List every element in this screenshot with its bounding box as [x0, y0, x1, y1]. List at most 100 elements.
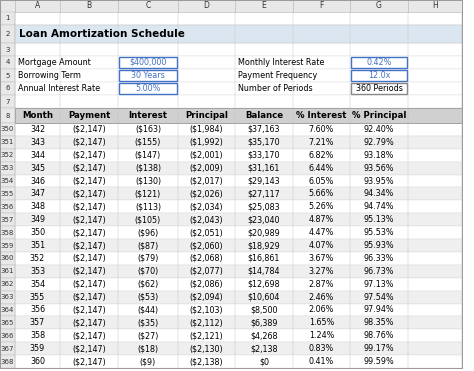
Text: $400,000: $400,000: [129, 58, 167, 67]
Text: 357: 357: [30, 318, 45, 327]
Bar: [178, 0, 235, 12]
Text: % Interest: % Interest: [296, 111, 347, 120]
Text: ($1,992): ($1,992): [190, 138, 223, 147]
Text: ($2,147): ($2,147): [72, 331, 106, 340]
Bar: [351, 83, 407, 94]
Bar: [15, 12, 462, 25]
Text: 0.83%: 0.83%: [309, 344, 334, 353]
Text: 0.42%: 0.42%: [366, 58, 392, 67]
Text: 98.35%: 98.35%: [364, 318, 394, 327]
Text: 8: 8: [5, 112, 10, 118]
Text: 362: 362: [1, 281, 14, 287]
Bar: [0, 252, 15, 265]
Text: 361: 361: [1, 268, 14, 274]
Bar: [0, 329, 15, 342]
Text: ($2,147): ($2,147): [72, 305, 106, 315]
Text: 96.73%: 96.73%: [364, 267, 394, 276]
Text: ($2,112): ($2,112): [190, 318, 223, 327]
Bar: [0, 69, 15, 82]
Text: ($2,147): ($2,147): [72, 164, 106, 173]
Text: ($2,147): ($2,147): [72, 215, 106, 224]
Bar: [119, 83, 177, 94]
Text: B: B: [86, 1, 91, 10]
Text: 4.07%: 4.07%: [309, 241, 334, 250]
Text: 347: 347: [30, 190, 45, 198]
Text: Principal: Principal: [185, 111, 228, 120]
Text: $37,163: $37,163: [248, 125, 280, 134]
Text: 93.95%: 93.95%: [364, 177, 394, 186]
Text: ($2,026): ($2,026): [190, 190, 223, 198]
Bar: [0, 239, 15, 252]
Text: 2.06%: 2.06%: [309, 305, 334, 315]
Text: ($2,147): ($2,147): [72, 357, 106, 366]
Text: $33,170: $33,170: [248, 151, 280, 160]
Text: 363: 363: [1, 294, 14, 300]
Bar: [15, 149, 462, 162]
Text: $35,170: $35,170: [248, 138, 280, 147]
Text: $8,500: $8,500: [250, 305, 278, 315]
Bar: [15, 82, 462, 95]
Text: 99.17%: 99.17%: [364, 344, 394, 353]
Bar: [119, 70, 177, 81]
Text: 93.56%: 93.56%: [364, 164, 394, 173]
Bar: [15, 329, 462, 342]
Bar: [0, 56, 15, 69]
Text: 350: 350: [1, 127, 14, 132]
Text: 6.44%: 6.44%: [309, 164, 334, 173]
Text: 1: 1: [5, 16, 10, 22]
Text: 343: 343: [30, 138, 45, 147]
Text: 95.13%: 95.13%: [364, 215, 394, 224]
Text: ($2,034): ($2,034): [190, 202, 223, 211]
Bar: [118, 0, 178, 12]
Text: 97.94%: 97.94%: [364, 305, 394, 315]
Bar: [0, 162, 15, 175]
Bar: [15, 303, 462, 316]
Text: $14,784: $14,784: [248, 267, 280, 276]
Text: ($2,060): ($2,060): [190, 241, 223, 250]
Text: 367: 367: [1, 346, 14, 352]
Text: A: A: [35, 1, 40, 10]
Text: ($2,147): ($2,147): [72, 138, 106, 147]
Bar: [15, 278, 462, 290]
Text: 3: 3: [5, 46, 10, 53]
Bar: [0, 187, 15, 200]
Bar: [119, 57, 177, 68]
Text: ($87): ($87): [137, 241, 159, 250]
Text: Borrowing Term: Borrowing Term: [18, 71, 81, 80]
Text: ($2,009): ($2,009): [190, 164, 223, 173]
Text: 97.54%: 97.54%: [364, 293, 394, 302]
Text: 352: 352: [30, 254, 45, 263]
Bar: [0, 355, 15, 368]
Text: $29,143: $29,143: [248, 177, 280, 186]
Text: 0.41%: 0.41%: [309, 357, 334, 366]
Text: 359: 359: [30, 344, 45, 353]
Bar: [0, 265, 15, 278]
Text: 1.65%: 1.65%: [309, 318, 334, 327]
Text: 353: 353: [1, 165, 14, 171]
Text: ($1,984): ($1,984): [190, 125, 223, 134]
Text: 359: 359: [1, 243, 14, 249]
Bar: [15, 265, 462, 278]
Text: ($2,147): ($2,147): [72, 151, 106, 160]
Bar: [60, 0, 118, 12]
Text: H: H: [432, 1, 438, 10]
Text: ($2,147): ($2,147): [72, 202, 106, 211]
Text: 95.93%: 95.93%: [364, 241, 394, 250]
Text: 358: 358: [1, 230, 14, 236]
Text: $31,161: $31,161: [248, 164, 280, 173]
Text: $16,861: $16,861: [248, 254, 280, 263]
Text: ($2,043): ($2,043): [190, 215, 223, 224]
Text: Loan Amortization Schedule: Loan Amortization Schedule: [19, 29, 185, 39]
Bar: [235, 0, 293, 12]
Bar: [15, 200, 462, 213]
Text: 365: 365: [1, 320, 14, 326]
Bar: [0, 123, 15, 136]
Text: ($79): ($79): [137, 254, 159, 263]
Text: 354: 354: [1, 178, 14, 184]
Text: $2,138: $2,138: [250, 344, 278, 353]
Text: D: D: [203, 1, 210, 10]
Text: 7.60%: 7.60%: [309, 125, 334, 134]
Text: $4,268: $4,268: [250, 331, 278, 340]
Bar: [0, 0, 15, 12]
Text: ($2,147): ($2,147): [72, 318, 106, 327]
